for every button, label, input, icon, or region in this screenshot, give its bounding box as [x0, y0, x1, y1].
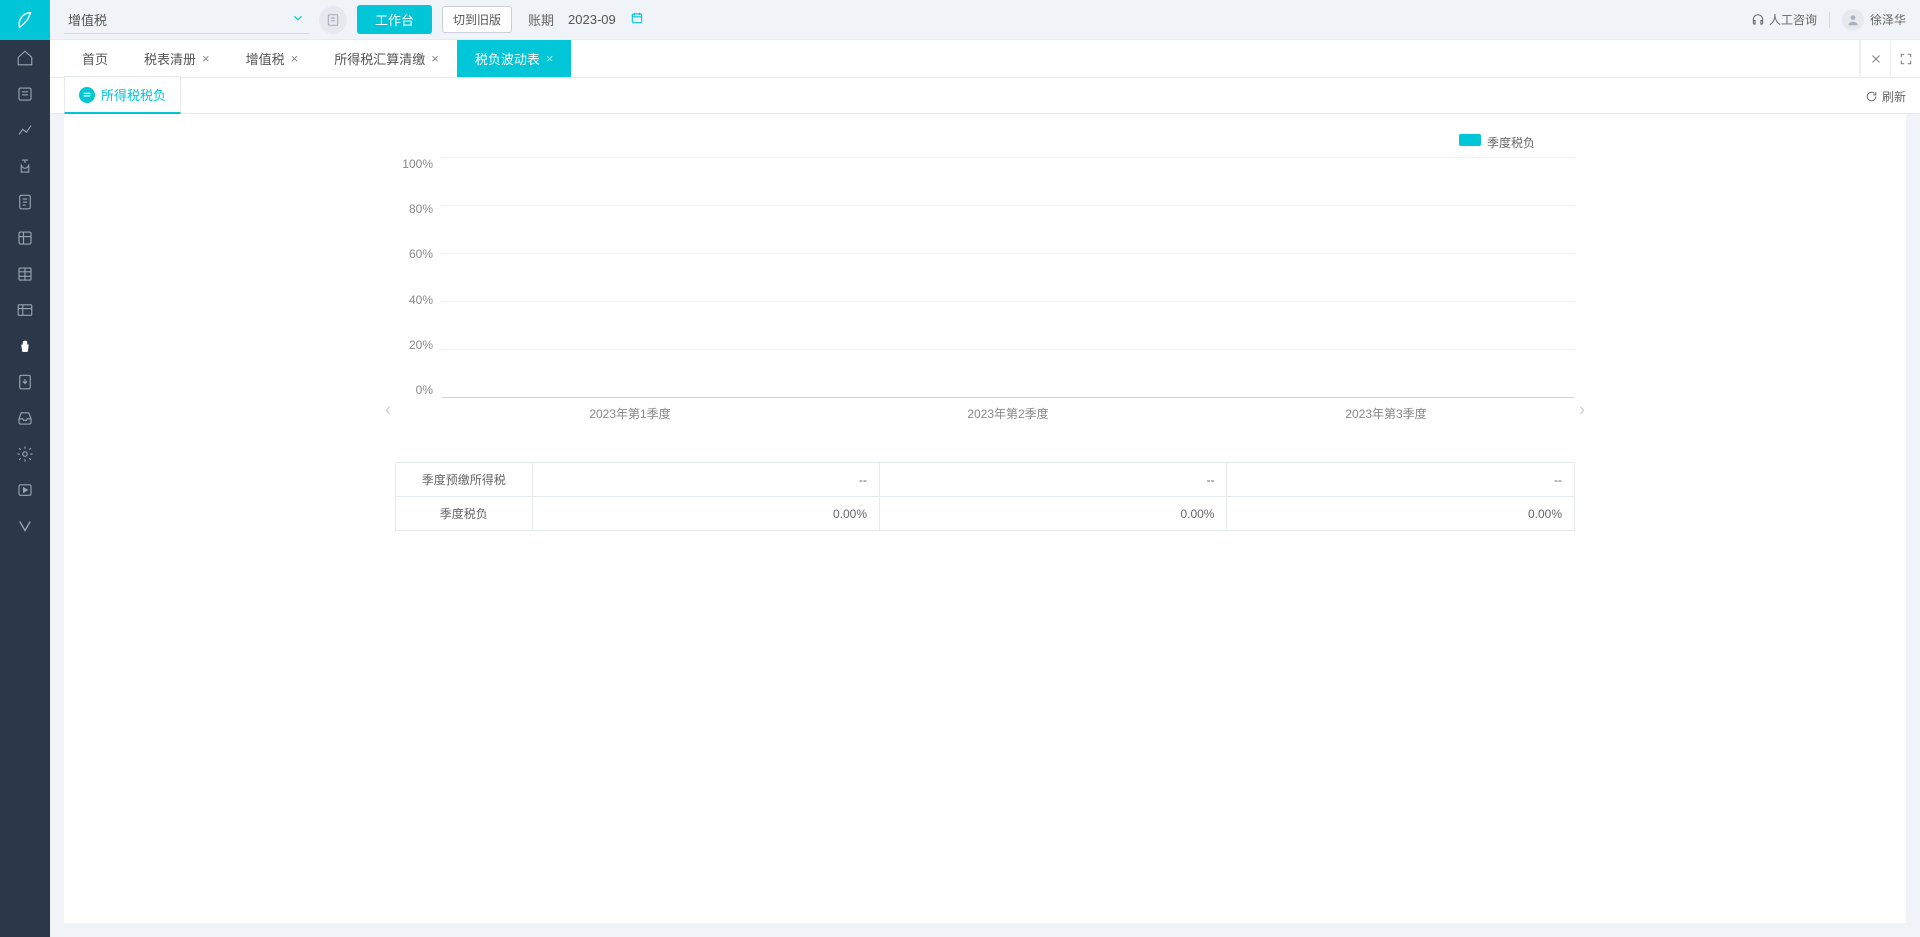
- nav-play-icon[interactable]: [0, 472, 50, 508]
- y-tick: 20%: [409, 338, 433, 352]
- chevron-down-icon: [291, 11, 305, 28]
- nav-money-icon[interactable]: [0, 148, 50, 184]
- cell-value: --: [880, 463, 1227, 497]
- company-select[interactable]: 增值税: [64, 6, 309, 34]
- y-tick: 40%: [409, 293, 433, 307]
- legend-label: 季度税负: [1487, 134, 1535, 151]
- sidebar: [0, 0, 50, 937]
- nav-chart-icon[interactable]: [0, 112, 50, 148]
- chart-scroll-left-icon[interactable]: ‹: [385, 399, 391, 420]
- x-tick: 2023年第1季度: [441, 397, 819, 422]
- y-tick: 0%: [416, 383, 433, 397]
- subtab-income-tax-burden[interactable]: 所得税税负: [64, 76, 181, 114]
- content: 所得税税负 刷新 季度税负 100% 80% 60% 40% 20% 0%: [50, 78, 1920, 937]
- user-menu[interactable]: 徐泽华: [1842, 9, 1906, 31]
- gridline: [441, 205, 1575, 206]
- tab[interactable]: 税负波动表 ×: [457, 40, 572, 77]
- nav-table-icon[interactable]: [0, 292, 50, 328]
- gridline: [441, 301, 1575, 302]
- chart-scroll-right-icon[interactable]: ›: [1579, 399, 1585, 420]
- avatar-icon: [1842, 9, 1864, 31]
- nav-tax-icon[interactable]: [0, 328, 50, 364]
- user-name: 徐泽华: [1870, 11, 1906, 28]
- nav-gear-icon[interactable]: [0, 436, 50, 472]
- cell-value: --: [532, 463, 879, 497]
- calendar-icon[interactable]: [630, 11, 644, 28]
- nav-v-icon[interactable]: [0, 508, 50, 544]
- tabs-actions: [1859, 40, 1920, 77]
- topbar: 增值税 工作台 切到旧版 账期 2023-09 人工咨询: [50, 0, 1920, 40]
- tab[interactable]: 增值税 ×: [228, 40, 317, 77]
- notes-button[interactable]: [319, 6, 347, 34]
- close-icon[interactable]: ×: [431, 51, 439, 66]
- chart-x-axis: 2023年第1季度2023年第2季度2023年第3季度: [441, 397, 1575, 422]
- headset-icon: [1751, 13, 1765, 27]
- chart-legend: 季度税负: [395, 134, 1575, 151]
- close-icon[interactable]: ×: [202, 51, 210, 66]
- support-label: 人工咨询: [1769, 11, 1817, 28]
- tab[interactable]: 首页: [64, 40, 126, 77]
- nav-download-icon[interactable]: [0, 364, 50, 400]
- nav-form-icon[interactable]: [0, 220, 50, 256]
- tab[interactable]: 税表清册 ×: [126, 40, 228, 77]
- subtab-icon: [79, 87, 95, 103]
- nav-grid-icon[interactable]: [0, 256, 50, 292]
- refresh-icon: [1865, 90, 1878, 103]
- x-tick: 2023年第2季度: [819, 397, 1197, 422]
- tab-label: 税负波动表: [475, 49, 540, 68]
- close-icon[interactable]: ×: [291, 51, 299, 66]
- x-tick: 2023年第3季度: [1197, 397, 1575, 422]
- y-tick: 100%: [402, 157, 433, 171]
- legend-swatch: [1459, 134, 1481, 146]
- app-root: 增值税 工作台 切到旧版 账期 2023-09 人工咨询: [0, 0, 1920, 937]
- period-value[interactable]: 2023-09: [568, 12, 616, 27]
- switch-old-button[interactable]: 切到旧版: [442, 6, 512, 33]
- y-tick: 80%: [409, 202, 433, 216]
- table-row: 季度税负0.00%0.00%0.00%: [396, 497, 1575, 531]
- cell-value: 0.00%: [532, 497, 879, 531]
- row-label: 季度预缴所得税: [396, 463, 533, 497]
- data-table: 季度预缴所得税------季度税负0.00%0.00%0.00%: [395, 462, 1575, 531]
- cell-value: --: [1227, 463, 1575, 497]
- tabs-bar: 首页 税表清册 × 增值税 × 所得税汇算清缴 × 税负波动表 ×: [50, 40, 1920, 78]
- main-area: 增值税 工作台 切到旧版 账期 2023-09 人工咨询: [50, 0, 1920, 937]
- cell-value: 0.00%: [1227, 497, 1575, 531]
- nav-list-icon[interactable]: [0, 76, 50, 112]
- table-row: 季度预缴所得税------: [396, 463, 1575, 497]
- gridline: [441, 157, 1575, 158]
- nav-doc-icon[interactable]: [0, 184, 50, 220]
- tab-label: 首页: [82, 49, 108, 68]
- chart-plot-area: [441, 157, 1575, 397]
- cell-value: 0.00%: [880, 497, 1227, 531]
- nav-inbox-icon[interactable]: [0, 400, 50, 436]
- subtab-label: 所得税税负: [101, 85, 166, 104]
- fullscreen-button[interactable]: [1890, 40, 1920, 78]
- company-name: 增值税: [68, 10, 107, 29]
- nav-home-icon[interactable]: [0, 40, 50, 76]
- bar-chart: 100% 80% 60% 40% 20% 0%: [395, 157, 1575, 397]
- support-link[interactable]: 人工咨询: [1751, 11, 1817, 28]
- y-tick: 60%: [409, 247, 433, 261]
- app-logo[interactable]: [0, 0, 50, 40]
- tab-label: 税表清册: [144, 49, 196, 68]
- tab-label: 所得税汇算清缴: [334, 49, 425, 68]
- refresh-button[interactable]: 刷新: [1865, 88, 1906, 113]
- panel: 季度税负 100%80%60%40%20%0% ‹ 2023年第1季度2023年…: [64, 114, 1906, 923]
- tab[interactable]: 所得税汇算清缴 ×: [316, 40, 457, 77]
- chart-wrapper: 季度税负 100%80%60%40%20%0% ‹ 2023年第1季度2023年…: [395, 134, 1575, 531]
- close-icon[interactable]: ×: [546, 51, 554, 66]
- close-all-tabs-button[interactable]: [1860, 40, 1890, 78]
- period-label: 账期: [528, 10, 554, 29]
- tab-label: 增值税: [246, 49, 285, 68]
- gridline: [441, 253, 1575, 254]
- workbench-button[interactable]: 工作台: [357, 5, 432, 34]
- divider: [1829, 12, 1830, 28]
- gridline: [441, 349, 1575, 350]
- chart-y-axis: 100% 80% 60% 40% 20% 0%: [395, 157, 441, 397]
- subtabs: 所得税税负 刷新: [50, 78, 1920, 114]
- refresh-label: 刷新: [1882, 88, 1906, 105]
- topbar-right: 人工咨询 徐泽华: [1751, 9, 1906, 31]
- row-label: 季度税负: [396, 497, 533, 531]
